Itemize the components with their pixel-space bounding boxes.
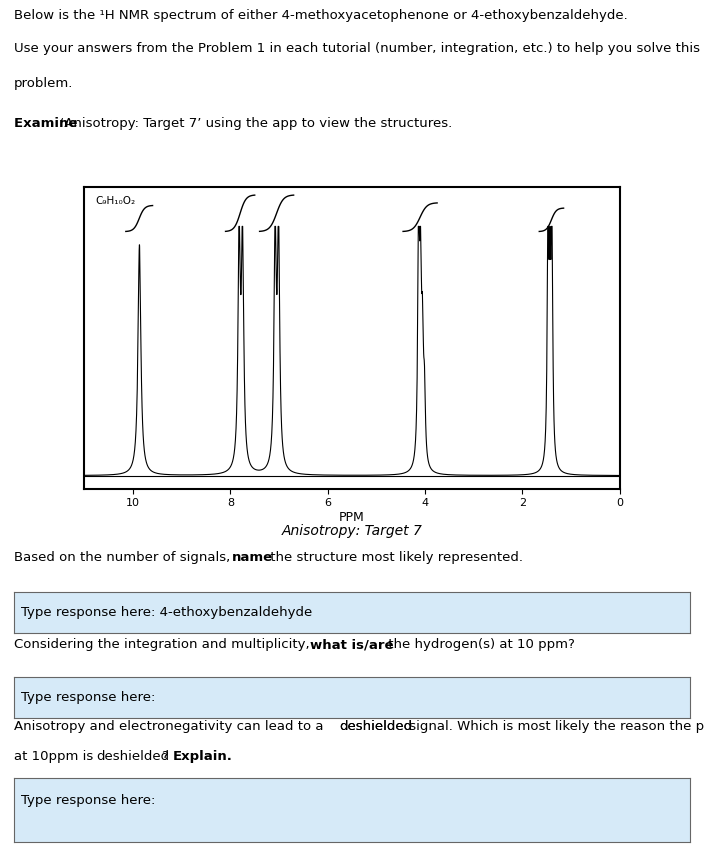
Text: the structure most likely represented.: the structure most likely represented. [266, 551, 523, 564]
Text: deshielded: deshielded [339, 720, 413, 733]
Text: signal. Which is most likely the reason the peak: signal. Which is most likely the reason … [405, 720, 704, 733]
Text: Type response here:: Type response here: [21, 691, 155, 705]
Text: Anisotropy and electronegativity can lead to a: Anisotropy and electronegativity can lea… [14, 720, 328, 733]
Text: Considering the integration and multiplicity,: Considering the integration and multipli… [14, 638, 314, 651]
Text: at 10ppm is: at 10ppm is [14, 751, 98, 763]
Text: deshielded: deshielded [339, 720, 413, 733]
Text: Type response here:: Type response here: [21, 794, 155, 807]
Text: Type response here: 4-ethoxybenzaldehyde: Type response here: 4-ethoxybenzaldehyde [21, 606, 312, 620]
Text: Use your answers from the Problem 1 in each tutorial (number, integration, etc.): Use your answers from the Problem 1 in e… [14, 42, 700, 55]
Text: ?: ? [162, 751, 173, 763]
Text: Based on the number of signals,: Based on the number of signals, [14, 551, 234, 564]
Text: ‘Anisotropy: Target 7’ using the app to view the structures.: ‘Anisotropy: Target 7’ using the app to … [60, 117, 452, 130]
Text: deshielded: deshielded [96, 751, 170, 763]
Text: Anisotropy: Target 7: Anisotropy: Target 7 [282, 524, 422, 538]
X-axis label: PPM: PPM [339, 511, 365, 524]
Text: Examine: Examine [14, 117, 82, 130]
Text: the hydrogen(s) at 10 ppm?: the hydrogen(s) at 10 ppm? [384, 638, 574, 651]
Text: Below is the ¹H NMR spectrum of either 4-methoxyacetophenone or 4-ethoxybenzalde: Below is the ¹H NMR spectrum of either 4… [14, 8, 628, 22]
Text: name: name [232, 551, 273, 564]
Text: problem.: problem. [14, 77, 73, 90]
Text: Explain.: Explain. [172, 751, 232, 763]
Text: C₉H₁₀O₂: C₉H₁₀O₂ [95, 196, 135, 206]
Text: what is/are: what is/are [310, 638, 394, 651]
